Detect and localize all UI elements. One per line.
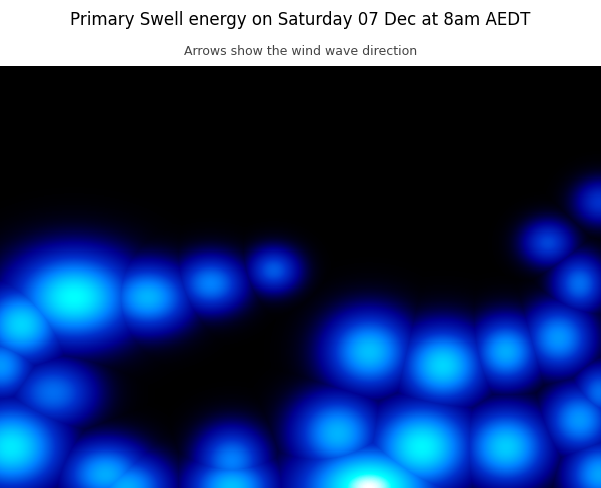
Text: Arrows show the wind wave direction: Arrows show the wind wave direction <box>184 45 417 58</box>
Text: Primary Swell energy on Saturday 07 Dec at 8am AEDT: Primary Swell energy on Saturday 07 Dec … <box>70 11 531 29</box>
